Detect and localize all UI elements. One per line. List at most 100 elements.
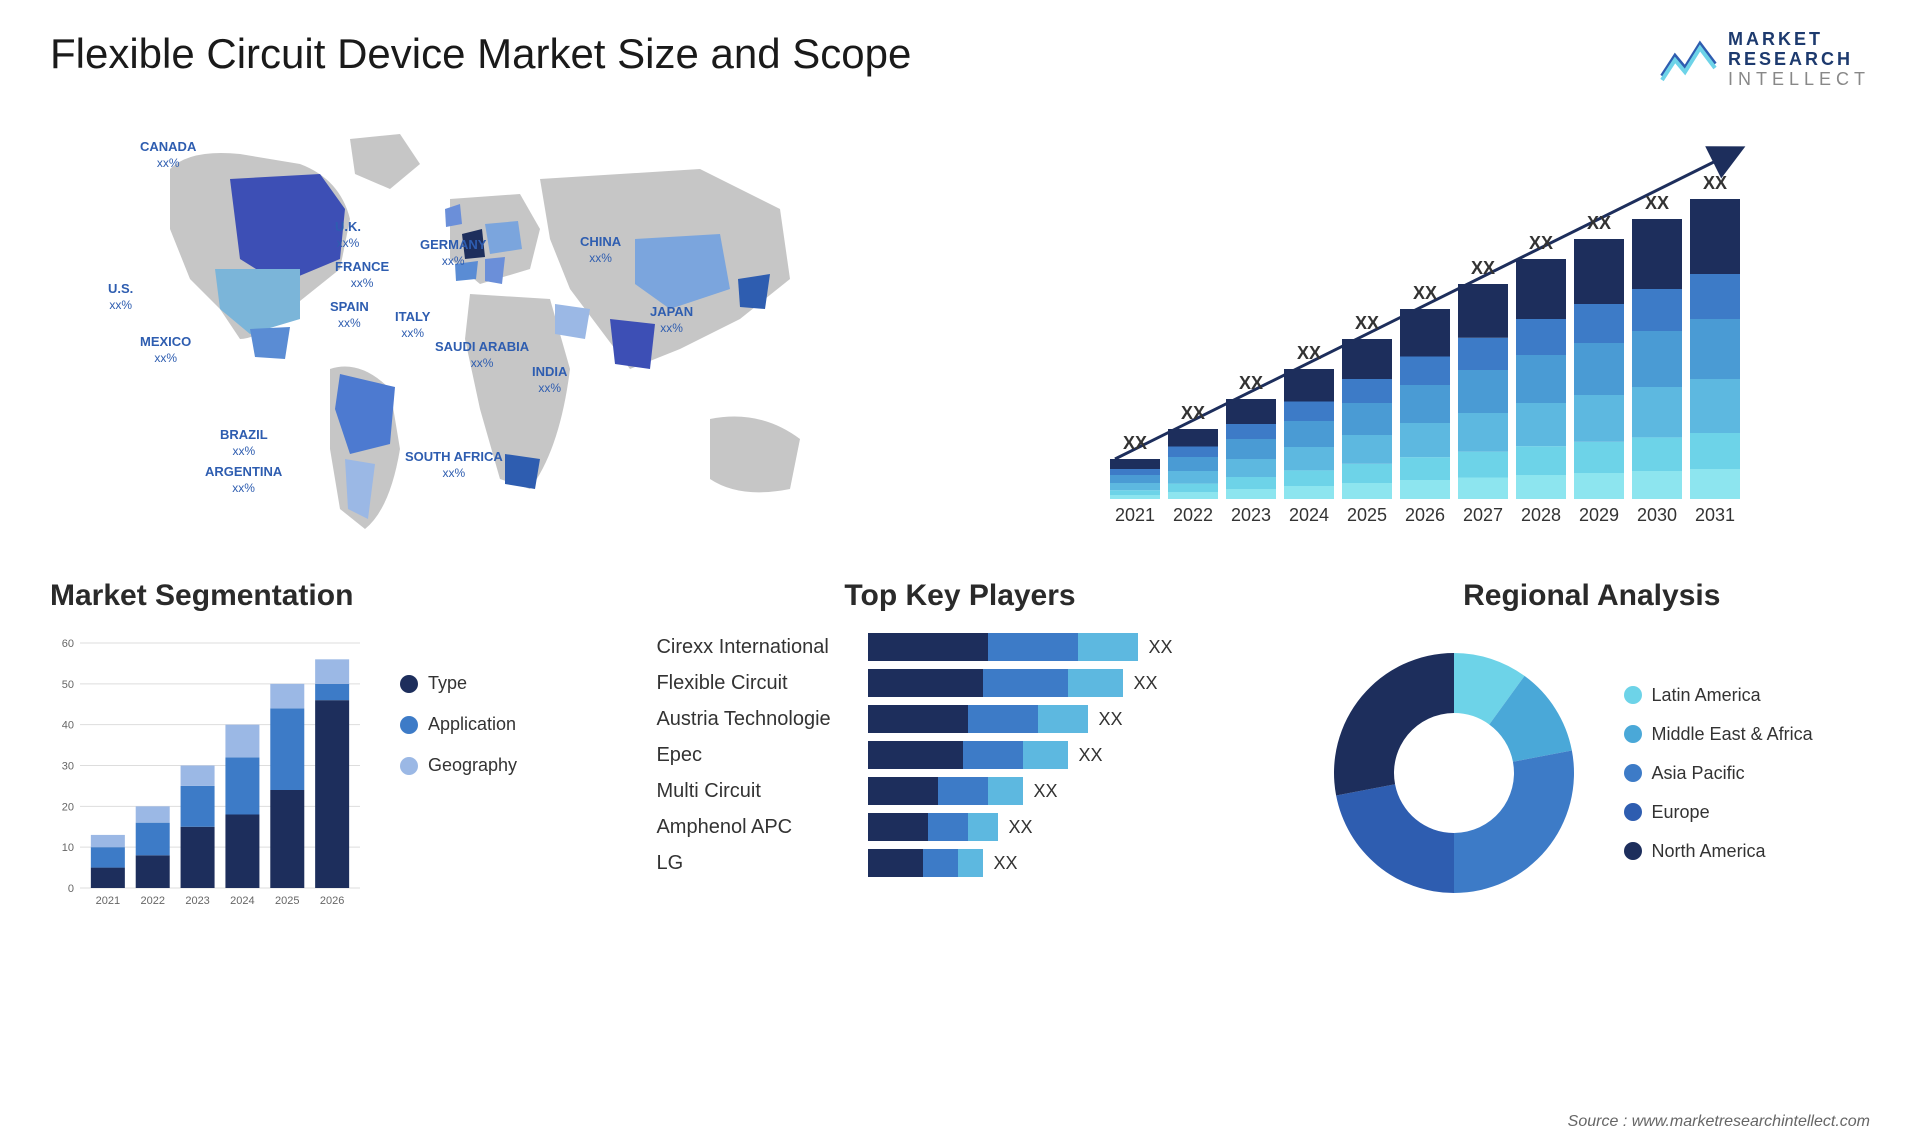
map-label-india: INDIAxx%	[532, 364, 567, 395]
map-label-mexico: MEXICOxx%	[140, 334, 191, 365]
seg-bar-seg	[136, 856, 170, 889]
forecast-bar-seg	[1110, 459, 1160, 469]
svg-text:2022: 2022	[1173, 505, 1213, 525]
logo-text-2: RESEARCH	[1728, 50, 1870, 70]
forecast-bar-seg	[1284, 471, 1334, 487]
forecast-bar-seg	[1632, 387, 1682, 437]
map-label-spain: SPAINxx%	[330, 299, 369, 330]
map-label-u-s-: U.S.xx%	[108, 281, 133, 312]
players-panel: Top Key Players Cirexx InternationalXXFl…	[656, 579, 1263, 913]
svg-text:2027: 2027	[1463, 505, 1503, 525]
player-row: Flexible CircuitXX	[656, 669, 1263, 697]
forecast-bar-seg	[1400, 309, 1450, 357]
forecast-bar-seg	[1458, 370, 1508, 413]
forecast-bar-seg	[1110, 469, 1160, 475]
svg-text:2028: 2028	[1521, 505, 1561, 525]
forecast-bar-seg	[1226, 439, 1276, 459]
regional-legend-item: Latin America	[1624, 685, 1813, 706]
seg-bar-seg	[225, 758, 259, 815]
player-name: Epec	[656, 744, 856, 767]
player-bar	[868, 777, 1023, 805]
forecast-bar-seg	[1400, 480, 1450, 499]
forecast-bar-seg	[1690, 469, 1740, 499]
forecast-bar-seg	[1400, 423, 1450, 457]
seg-bar-seg	[181, 827, 215, 888]
forecast-bar-seg	[1110, 475, 1160, 483]
logo-icon	[1660, 36, 1720, 84]
svg-text:XX: XX	[1123, 433, 1147, 453]
svg-text:2023: 2023	[1231, 505, 1271, 525]
svg-text:50: 50	[62, 679, 74, 691]
segmentation-panel: Market Segmentation 01020304050602021202…	[50, 579, 606, 913]
forecast-bar-seg	[1690, 379, 1740, 433]
regional-legend-item: Middle East & Africa	[1624, 724, 1813, 745]
forecast-bar-seg	[1400, 385, 1450, 423]
player-name: Amphenol APC	[656, 816, 856, 839]
svg-text:XX: XX	[1413, 283, 1437, 303]
player-name: Austria Technologie	[656, 708, 856, 731]
donut-slice	[1454, 751, 1574, 893]
seg-bar-seg	[315, 701, 349, 889]
forecast-bar-seg	[1516, 475, 1566, 499]
map-label-germany: GERMANYxx%	[420, 237, 486, 268]
forecast-bar-seg	[1168, 457, 1218, 471]
regional-donut-chart	[1314, 633, 1594, 913]
map-label-canada: CANADAxx%	[140, 139, 196, 170]
donut-slice	[1336, 785, 1454, 894]
forecast-chart-panel: XX2021XX2022XX2023XX2024XX2025XX2026XX20…	[990, 109, 1870, 539]
svg-text:2026: 2026	[320, 895, 344, 907]
seg-bar-seg	[136, 807, 170, 823]
forecast-bar-chart: XX2021XX2022XX2023XX2024XX2025XX2026XX20…	[990, 109, 1870, 539]
seg-bar-seg	[225, 725, 259, 758]
svg-text:2023: 2023	[185, 895, 209, 907]
svg-text:2030: 2030	[1637, 505, 1677, 525]
forecast-bar-seg	[1168, 429, 1218, 447]
player-bar	[868, 741, 1068, 769]
forecast-bar-seg	[1574, 442, 1624, 473]
segmentation-title: Market Segmentation	[50, 579, 606, 613]
seg-bar-seg	[136, 823, 170, 856]
forecast-bar-seg	[1632, 438, 1682, 472]
svg-text:XX: XX	[1587, 213, 1611, 233]
seg-bar-seg	[181, 786, 215, 827]
map-label-argentina: ARGENTINAxx%	[205, 464, 282, 495]
svg-text:XX: XX	[1239, 373, 1263, 393]
forecast-bar-seg	[1342, 483, 1392, 499]
player-row: LGXX	[656, 849, 1263, 877]
seg-bar-seg	[225, 815, 259, 889]
world-map-panel: CANADAxx%U.S.xx%MEXICOxx%BRAZILxx%ARGENT…	[50, 109, 930, 539]
seg-bar-seg	[315, 660, 349, 685]
forecast-bar-seg	[1690, 433, 1740, 469]
forecast-bar-seg	[1632, 219, 1682, 289]
map-label-south-africa: SOUTH AFRICAxx%	[405, 449, 503, 480]
svg-text:10: 10	[62, 843, 74, 855]
forecast-bar-seg	[1516, 319, 1566, 355]
player-value: XX	[1033, 781, 1057, 802]
seg-bar-seg	[91, 835, 125, 847]
player-name: LG	[656, 852, 856, 875]
forecast-bar-seg	[1574, 304, 1624, 343]
svg-text:2024: 2024	[230, 895, 254, 907]
svg-text:2024: 2024	[1289, 505, 1329, 525]
player-bar	[868, 669, 1123, 697]
seg-bar-seg	[270, 684, 304, 709]
player-value: XX	[1133, 673, 1157, 694]
svg-text:30: 30	[62, 761, 74, 773]
forecast-bar-seg	[1226, 399, 1276, 424]
map-label-italy: ITALYxx%	[395, 309, 430, 340]
forecast-bar-seg	[1458, 452, 1508, 478]
seg-bar-seg	[270, 790, 304, 888]
player-name: Multi Circuit	[656, 780, 856, 803]
forecast-bar-seg	[1168, 471, 1218, 484]
regional-legend: Latin AmericaMiddle East & AfricaAsia Pa…	[1624, 685, 1813, 862]
svg-text:2026: 2026	[1405, 505, 1445, 525]
player-bar	[868, 849, 983, 877]
forecast-bar-seg	[1458, 284, 1508, 338]
forecast-bar-seg	[1400, 357, 1450, 386]
regional-panel: Regional Analysis Latin AmericaMiddle Ea…	[1314, 579, 1870, 913]
player-row: EpecXX	[656, 741, 1263, 769]
forecast-bar-seg	[1632, 471, 1682, 499]
forecast-bar-seg	[1110, 495, 1160, 499]
forecast-bar-seg	[1690, 274, 1740, 319]
seg-bar-seg	[91, 848, 125, 868]
